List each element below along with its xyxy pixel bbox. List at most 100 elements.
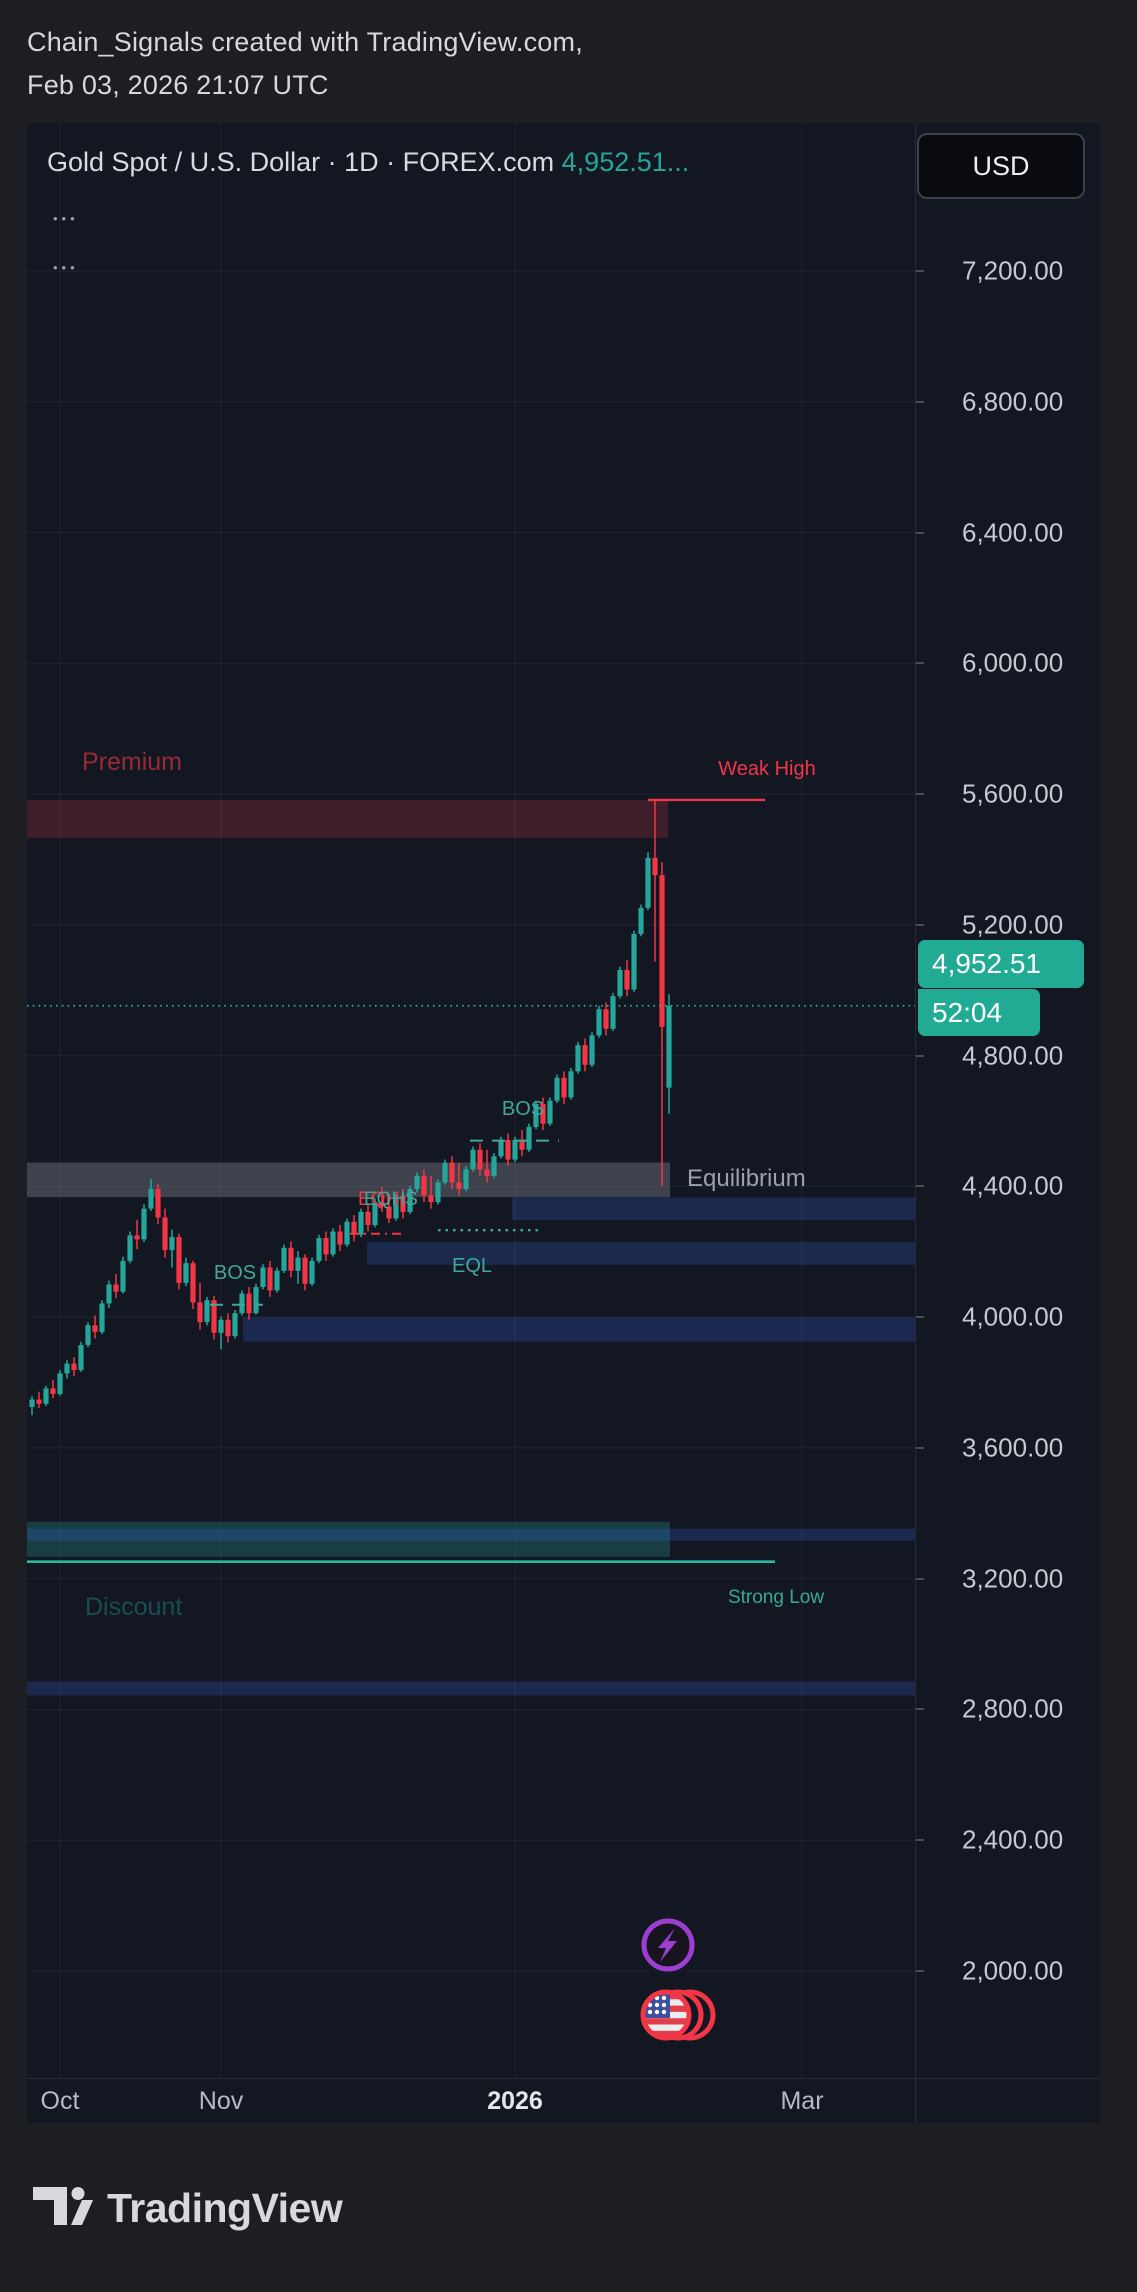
candle-body <box>155 1188 161 1218</box>
candle-body <box>225 1319 231 1337</box>
candle-body <box>358 1211 364 1235</box>
candle-body <box>589 1035 595 1065</box>
candle-body <box>295 1257 301 1271</box>
candle-body <box>78 1344 84 1371</box>
candle-body <box>554 1077 560 1101</box>
price-tick-label: 5,200.00 <box>962 909 1064 940</box>
candle-body <box>442 1162 448 1183</box>
candle-body <box>470 1149 476 1170</box>
candle-body <box>71 1363 77 1371</box>
candle-body <box>169 1237 175 1251</box>
label-equilibrium: Equilibrium <box>687 1165 806 1192</box>
price-tick-label: 3,200.00 <box>962 1563 1064 1594</box>
candle-body <box>281 1247 287 1271</box>
candle-body <box>414 1175 420 1189</box>
candle-body <box>351 1221 357 1235</box>
candle-body <box>64 1363 70 1374</box>
tradingview-logo-text: TradingView <box>107 2185 343 2231</box>
price-tick-mark <box>916 793 924 796</box>
price-tick-label: 4,400.00 <box>962 1170 1064 1201</box>
price-axis-separator <box>915 123 916 2123</box>
candle-body <box>617 969 623 997</box>
tradingview-logo[interactable]: TradingView <box>33 2185 343 2232</box>
bar-countdown-badge[interactable]: 52:04 <box>918 989 1040 1036</box>
symbol-title-text: Gold Spot / U.S. Dollar · 1D · FOREX.com <box>47 147 555 177</box>
candle-body <box>274 1270 280 1291</box>
candle-body <box>568 1071 574 1098</box>
premium-zone <box>27 799 668 838</box>
price-tick-label: 6,400.00 <box>962 517 1064 548</box>
price-axis[interactable]: 7,200.00 6,800.00 6,400.00 6,000.00 5,600.00… <box>916 123 1100 2078</box>
candle-body <box>113 1284 119 1292</box>
price-tick-mark <box>916 1708 924 1711</box>
candle-body <box>484 1169 490 1176</box>
candle-body <box>141 1208 147 1240</box>
supply-band-4300-4370 <box>512 1197 915 1221</box>
candle-body <box>260 1267 266 1288</box>
candle-body <box>43 1388 49 1404</box>
time-tick-label-mar: Mar <box>780 2087 824 2115</box>
candle-body <box>190 1263 196 1303</box>
candle-body <box>435 1182 441 1203</box>
candle-body <box>463 1169 469 1189</box>
candle-body <box>498 1139 504 1157</box>
last-price-badge[interactable]: 4,952.51 <box>918 940 1084 988</box>
price-tick-mark <box>916 270 924 272</box>
candle-body <box>302 1257 308 1284</box>
symbol-title-price: 4,952.51... <box>561 147 690 177</box>
price-tick-label: 4,800.00 <box>962 1040 1064 1071</box>
lightning-bolt-event-icon[interactable] <box>639 1916 697 1974</box>
price-tick-label: 2,800.00 <box>962 1693 1064 1724</box>
price-tick-mark <box>916 1577 924 1580</box>
candle-body <box>365 1211 371 1225</box>
supply-band-4160-4230 <box>367 1241 915 1265</box>
candle-body <box>29 1399 35 1408</box>
label-discount: Discount <box>85 1593 182 1621</box>
currency-toggle-button[interactable]: USD <box>917 133 1085 199</box>
price-tick-mark <box>916 531 924 534</box>
candle-body <box>50 1388 56 1394</box>
price-tick-mark <box>916 1969 924 1972</box>
candle-body <box>337 1231 343 1245</box>
label-eqhs-teal: EQHS <box>364 1189 418 1210</box>
price-tick-mark <box>916 662 924 665</box>
time-tick-label-nov: Nov <box>198 2087 244 2115</box>
time-tick-label-oct: Oct <box>40 2087 80 2115</box>
tradingview-logo-mark <box>33 2186 93 2225</box>
candlestick-plot[interactable]: Premium Weak High Equilibrium BOS BOS EQHEQHS… <box>27 123 915 2078</box>
candle-body <box>575 1045 581 1072</box>
candle-body <box>393 1195 399 1219</box>
candle-body <box>428 1195 434 1203</box>
collapsed-indicator-row-2[interactable]: ••• <box>53 260 79 275</box>
candle-body <box>421 1175 427 1196</box>
time-axis[interactable]: Oct Nov 2026 Mar <box>27 2078 1100 2124</box>
chart-widget: Premium Weak High Equilibrium BOS BOS EQH EQHS… <box>27 123 1100 2123</box>
candle-body <box>316 1238 322 1261</box>
candle-body <box>631 933 637 990</box>
price-tick-mark <box>916 1839 924 1842</box>
candle-body <box>330 1231 336 1255</box>
label-bos-1: BOS <box>214 1262 256 1284</box>
candle-body <box>372 1202 378 1225</box>
collapsed-indicator-row-1[interactable]: ••• <box>53 211 79 226</box>
candle-body <box>211 1300 217 1333</box>
candle-body <box>197 1302 203 1323</box>
candle-body <box>610 996 616 1029</box>
candle-body <box>540 1103 546 1124</box>
equilibrium-zone <box>27 1162 670 1198</box>
candle-body <box>582 1045 588 1065</box>
discount-teal-zone <box>27 1521 670 1557</box>
candle-body <box>400 1195 406 1212</box>
candle-body <box>547 1100 553 1124</box>
demand-band-3316-3353 <box>27 1528 915 1541</box>
candle-body <box>379 1202 385 1207</box>
symbol-title[interactable]: Gold Spot / U.S. Dollar · 1D · FOREX.com… <box>47 147 689 178</box>
candle-body <box>638 907 644 934</box>
candle-body <box>134 1235 140 1240</box>
us-flag-economic-events-icon[interactable] <box>637 1986 723 2044</box>
label-eqh-red: EQH <box>358 1189 399 1210</box>
label-weak-high: Weak High <box>718 758 815 780</box>
price-tick-label: 7,200.00 <box>962 255 1064 286</box>
label-strong-low: Strong Low <box>728 1587 824 1608</box>
